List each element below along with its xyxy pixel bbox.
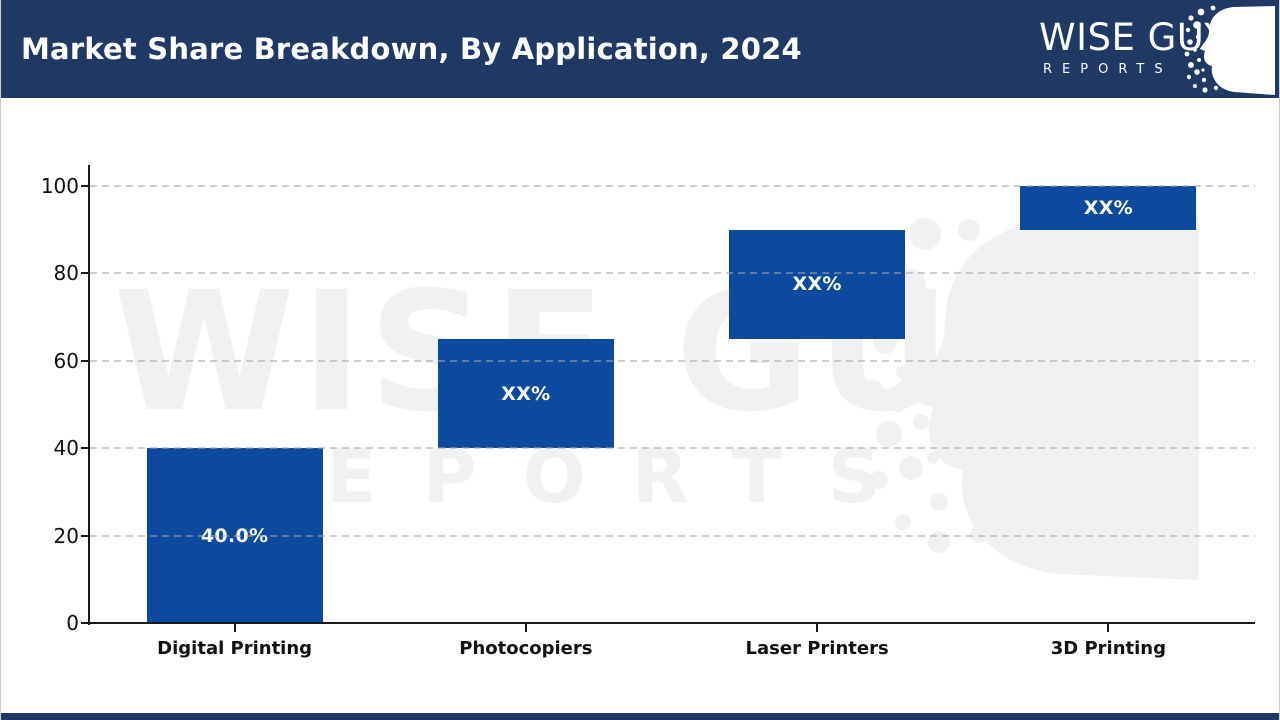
y-tick-40: [81, 447, 89, 450]
y-tick-20: [81, 534, 89, 537]
y-tick-label-100: 100: [40, 174, 79, 198]
bar-value-label: XX%: [1083, 196, 1133, 219]
bar-photocopiers: XX%: [437, 338, 614, 449]
x-tick-digital-printing: [233, 624, 236, 632]
footer-bar: [1, 713, 1279, 720]
y-tick-label-40: 40: [53, 436, 79, 461]
bar-value-label: XX%: [501, 382, 551, 405]
wise-guy-face-icon: [1184, 5, 1275, 95]
y-axis-line: [88, 165, 90, 625]
gridline-100: [90, 185, 1255, 187]
gridline-60: [90, 359, 1255, 362]
bar-value-label: XX%: [792, 273, 842, 296]
logo-subtitle: REPORTS: [1043, 62, 1173, 77]
category-label-3d-printing: 3D Printing: [1050, 638, 1166, 659]
gridline-20: [90, 534, 1255, 537]
y-tick-label-20: 20: [53, 523, 79, 548]
wise-guy-logo: WISE GUY REPORTS: [1031, 2, 1277, 96]
category-label-laser-printers: Laser Printers: [745, 638, 889, 659]
gridline-80: [90, 272, 1255, 275]
x-axis-line: [88, 622, 1255, 624]
bar-laser-printers: XX%: [729, 229, 906, 339]
page-title: Market Share Breakdown, By Application, …: [21, 32, 802, 66]
category-label-photocopiers: Photocopiers: [459, 638, 593, 659]
y-tick-label-0: 0: [66, 611, 79, 635]
y-tick-100: [81, 185, 89, 187]
header-band: Market Share Breakdown, By Application, …: [1, 0, 1279, 98]
watermark-subtitle: REPORTS: [223, 434, 928, 520]
y-tick-60: [81, 359, 89, 362]
x-tick-photocopiers: [524, 624, 527, 632]
y-tick-label-60: 60: [53, 348, 79, 373]
y-tick-0: [81, 622, 89, 624]
bar-3d-printing: XX%: [1020, 186, 1197, 230]
x-tick-3d-printing: [1107, 624, 1110, 632]
watermark-face-icon: [863, 216, 1199, 580]
x-tick-laser-printers: [816, 624, 819, 632]
y-tick-80: [81, 272, 89, 275]
gridline-40: [90, 447, 1255, 450]
category-label-digital-printing: Digital Printing: [157, 638, 313, 659]
y-tick-label-80: 80: [53, 261, 79, 286]
